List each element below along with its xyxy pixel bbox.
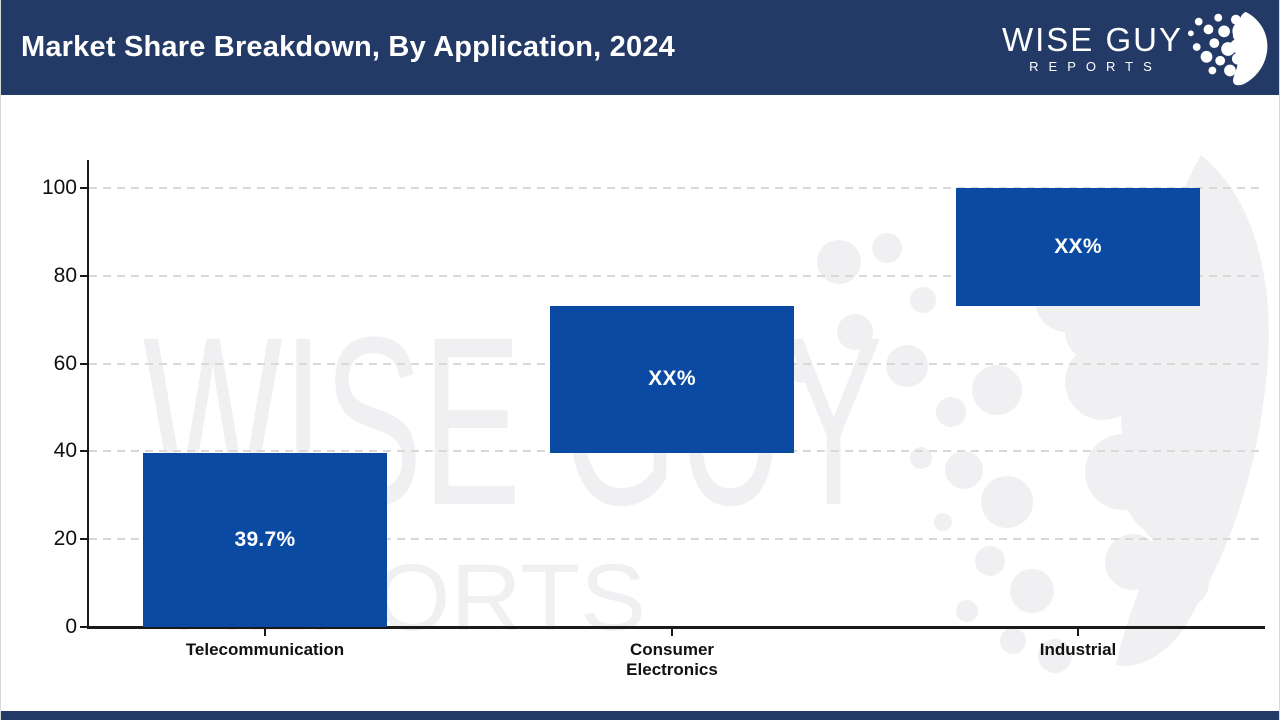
brand-subname: REPORTS (1029, 58, 1162, 74)
footer-bar (1, 711, 1279, 720)
y-tick-label-100: 100 (41, 176, 77, 199)
brand-logo: WISE GUY REPORTS (1001, 4, 1273, 92)
y-tick-label-80: 80 (53, 263, 77, 287)
gridline-80 (89, 274, 1263, 277)
x-axis-line (87, 626, 1265, 629)
x-tick-label-telecommunication: Telecommunication (185, 640, 345, 659)
brand-logo-text: WISE GUY REPORTS (1002, 23, 1183, 74)
x-tick-mark (264, 629, 266, 636)
gridline-20 (89, 538, 1263, 541)
y-tick-label-0: 0 (65, 615, 77, 638)
brand-face-icon (1187, 11, 1268, 86)
y-axis-line (87, 160, 89, 628)
header-bar: Market Share Breakdown, By Application, … (1, 0, 1279, 95)
bar-value-label: XX% (648, 367, 696, 391)
y-tick-mark-80 (80, 274, 87, 277)
brand-name: WISE GUY (1001, 20, 1183, 58)
bar-value-label: 39.7% (234, 527, 296, 551)
y-tick-label-40: 40 (53, 439, 77, 463)
y-tick-label-20: 20 (53, 527, 77, 551)
bar-industrial: XX% (956, 188, 1200, 307)
y-tick-mark-40 (80, 450, 87, 453)
y-tick-mark-60 (80, 362, 87, 365)
x-tick-mark (1077, 629, 1079, 636)
y-tick-label-60: 60 (53, 351, 77, 375)
y-tick-mark-0 (80, 626, 87, 628)
x-tick-mark (671, 629, 673, 636)
gridline-100 (89, 187, 1263, 189)
y-tick-mark-100 (80, 187, 87, 189)
y-tick-mark-20 (80, 538, 87, 541)
bar-value-label: XX% (1054, 235, 1102, 259)
bar-telecommunication: 39.7% (143, 452, 387, 627)
page-title: Market Share Breakdown, By Application, … (21, 31, 675, 63)
x-tick-label-industrial: Industrial (1039, 640, 1117, 659)
x-tick-label-consumer-electronics: Consumer Electronics (626, 640, 718, 679)
bar-consumer-electronics: XX% (550, 306, 794, 453)
